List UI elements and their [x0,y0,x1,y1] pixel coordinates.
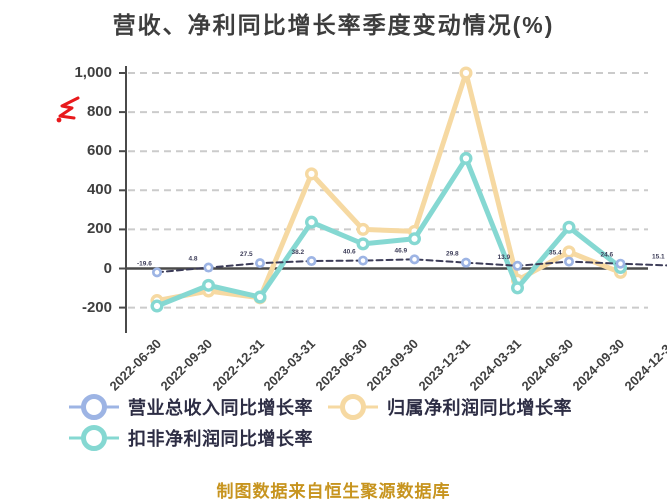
data-point-marker-non-gaap-profit [359,240,367,247]
data-point-marker-net-profit [565,248,573,255]
data-point-marker-non-gaap-profit [411,235,418,242]
data-point-marker-non-gaap-profit [565,224,573,231]
data-point-marker-non-gaap-profit [153,302,161,310]
legend-marker-icon [69,394,119,420]
y-axis-label: 800 [86,103,112,120]
value-label: 35.4 [549,250,562,257]
watermark-text: 制图数据来自恒生聚源数据库 [216,482,451,500]
legend-marker-icon [328,394,378,420]
value-label: 4.8 [189,256,198,263]
value-label: 27.5 [240,251,253,258]
value-label: 24.6 [601,252,614,259]
legend-row: 扣非净利润同比增长率 [68,424,633,452]
legend-label: 营业总收入同比增长率 [128,398,313,418]
y-axis-label: 1,000 [74,64,112,81]
data-point-marker-revenue [618,261,623,266]
data-point-marker-non-gaap-profit [205,282,212,289]
data-point-marker-revenue [154,270,160,275]
data-point-marker-net-profit [359,226,367,233]
legend-row: 营业总收入同比增长率 归属净利润同比增长率 [68,393,633,421]
legend-marker-icon [69,425,119,451]
series-line-non-gaap-profit [154,155,623,309]
legend-item-non-gaap-profit-growth[interactable]: 扣非净利润同比增长率 [68,424,313,452]
data-point-marker-revenue [360,258,366,263]
data-point-marker-non-gaap-profit [462,155,470,162]
red-scribble-annotation [56,96,80,123]
data-point-marker-revenue [309,258,314,264]
legend-label: 归属净利润同比增长率 [387,398,572,418]
value-label: 38.2 [292,249,305,256]
data-point-marker-net-profit [308,170,315,177]
data-point-marker-revenue [257,260,263,266]
legend-item-net-profit-growth[interactable]: 归属净利润同比增长率 [327,393,572,421]
data-point-marker-revenue [566,259,572,264]
y-axis-label: 600 [86,142,112,159]
data-point-marker-revenue [463,260,469,265]
data-point-marker-revenue [206,265,211,270]
value-label: 15.1 [652,254,665,261]
value-label: 46.9 [395,247,408,254]
value-label: 29.8 [446,251,459,258]
legend-label: 扣非净利润同比增长率 [128,429,313,449]
value-label: 40.6 [343,249,356,256]
series-line-net-profit [154,70,623,304]
y-axis-label: 0 [103,260,112,277]
value-label: -19.6 [137,260,152,267]
legend-item-revenue-growth[interactable]: 营业总收入同比增长率 [68,393,313,421]
data-point-marker-non-gaap-profit [514,284,521,291]
data-point-marker-net-profit [462,69,470,77]
y-axis-label: 200 [86,220,112,237]
page-title: 营收、净利同比增长率季度变动情况(%) [112,12,555,38]
data-point-marker-non-gaap-profit [256,293,264,301]
data-point-marker-revenue [515,263,520,269]
data-point-marker-revenue [412,257,417,262]
data-point-marker-non-gaap-profit [308,219,315,226]
series-line-revenue [156,258,667,274]
y-axis-label: 400 [86,181,112,198]
value-label: 13.9 [498,254,511,261]
chart-legend: 营业总收入同比增长率 归属净利润同比增长率 扣非净利润同比增长率 [68,393,633,455]
y-axis-label: -200 [81,299,112,316]
